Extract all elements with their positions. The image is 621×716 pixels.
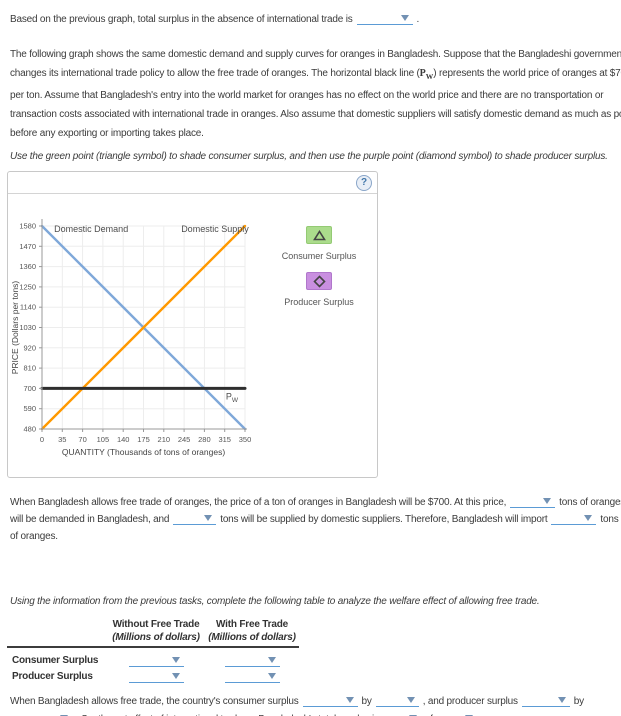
total-surplus-dropdown[interactable]	[356, 12, 413, 25]
welfare-table-header: Without Free Trade (Millions of dollars)…	[7, 618, 299, 644]
producer-surplus-point[interactable]	[306, 272, 332, 290]
net-effect-amount-dropdown[interactable]	[437, 712, 477, 716]
intro-line: per ton. Assume that Bangladesh's entry …	[10, 90, 604, 101]
quantity-supplied-dropdown[interactable]	[173, 512, 217, 525]
cs-with-trade-dropdown[interactable]	[224, 654, 280, 667]
import-quantity-dropdown[interactable]	[551, 512, 597, 525]
chart-legend: Consumer Surplus Producer Surplus	[274, 226, 364, 309]
intro-line: changes its international trade policy t…	[10, 68, 621, 81]
svg-text:0: 0	[40, 435, 44, 444]
net-effect-type-dropdown[interactable]	[391, 712, 421, 716]
svg-text:480: 480	[23, 425, 36, 434]
svg-text:210: 210	[158, 435, 171, 444]
producer-surplus-change-dropdown[interactable]	[521, 694, 570, 707]
intro-line: transaction costs associated with intern…	[10, 109, 621, 120]
intro-line: The following graph shows the same domes…	[10, 49, 621, 60]
svg-text:175: 175	[137, 435, 150, 444]
svg-text:70: 70	[78, 435, 86, 444]
dropdown-arrow-icon	[267, 656, 276, 663]
svg-text:315: 315	[218, 435, 231, 444]
svg-text:1140: 1140	[20, 303, 36, 312]
help-icon[interactable]: ?	[356, 175, 372, 191]
question-free-trade-quantities: When Bangladesh allows free trade of ora…	[10, 495, 621, 542]
price-quantity-chart[interactable]: 480 590 700 810 920 1030 1140 1250 1360 1470 1580 0…	[8, 194, 377, 477]
welfare-table: Without Free Trade (Millions of dollars)…	[7, 618, 299, 684]
consumer-surplus-amount-dropdown[interactable]	[375, 694, 419, 707]
svg-text:QUANTITY (Thousands of tons of: QUANTITY (Thousands of tons of oranges)	[62, 447, 225, 457]
svg-text:35: 35	[58, 435, 66, 444]
svg-text:140: 140	[117, 435, 130, 444]
cs-without-trade-dropdown[interactable]	[128, 654, 184, 667]
consumer-surplus-point[interactable]	[306, 226, 332, 244]
shading-instruction: Use the green point (triangle symbol) to…	[10, 151, 608, 162]
svg-text:Domestic Demand: Domestic Demand	[54, 224, 128, 234]
svg-text:1470: 1470	[19, 242, 36, 251]
consumer-surplus-label: Consumer Surplus	[281, 251, 357, 261]
ps-without-trade-dropdown[interactable]	[128, 670, 184, 683]
world-price-symbol: PW	[419, 68, 434, 81]
dropdown-arrow-icon	[345, 697, 354, 703]
welfare-table-body: Consumer Surplus Producer Surplus	[7, 646, 299, 684]
dropdown-arrow-icon	[400, 15, 409, 21]
svg-text:PRICE (Dollars per tons): PRICE (Dollars per tons)	[10, 281, 20, 375]
dropdown-arrow-icon	[406, 697, 415, 703]
producer-surplus-label: Producer Surplus	[284, 297, 354, 307]
dropdown-arrow-icon	[267, 672, 276, 679]
col-with-free-trade: With Free Trade (Millions of dollars)	[208, 619, 296, 643]
svg-text:245: 245	[178, 435, 191, 444]
svg-text:1250: 1250	[19, 282, 36, 291]
dropdown-arrow-icon	[204, 515, 213, 521]
svg-text:350: 350	[239, 435, 252, 444]
svg-text:PW: PW	[226, 391, 239, 404]
graph-panel: ? 480 590 700 810 920 1030 1140 1250 1360 1470 158…	[7, 171, 378, 478]
diamond-icon	[312, 274, 326, 288]
svg-text:1030: 1030	[19, 323, 36, 332]
graph-panel-header: ?	[8, 172, 377, 194]
svg-text:1580: 1580	[19, 222, 36, 231]
triangle-icon	[312, 229, 326, 240]
table-row: Producer Surplus	[7, 668, 299, 684]
svg-text:1360: 1360	[19, 262, 36, 271]
svg-text:105: 105	[97, 435, 110, 444]
dropdown-arrow-icon	[171, 672, 180, 679]
question-total-surplus-text: Based on the previous graph, total surpl…	[10, 14, 353, 25]
producer-surplus-amount-dropdown[interactable]	[24, 712, 72, 716]
svg-text:Domestic Supply: Domestic Supply	[181, 224, 249, 234]
question-welfare-effect: When Bangladesh allows free trade, the c…	[10, 693, 612, 716]
col-without-free-trade: Without Free Trade (Millions of dollars)	[112, 619, 200, 643]
quantity-demanded-dropdown[interactable]	[510, 495, 556, 508]
svg-text:280: 280	[198, 435, 211, 444]
consumer-surplus-change-dropdown[interactable]	[302, 694, 358, 707]
table-caption: Using the information from the previous …	[10, 596, 540, 607]
svg-text:590: 590	[23, 404, 36, 413]
svg-text:920: 920	[23, 343, 36, 352]
question-total-surplus: Based on the previous graph, total surpl…	[10, 12, 612, 28]
question-total-surplus-period: .	[416, 14, 420, 25]
intro-paragraph: The following graph shows the same domes…	[10, 45, 621, 143]
svg-text:810: 810	[23, 364, 36, 373]
dropdown-arrow-icon	[171, 656, 180, 663]
intro-line: before any exporting or importing takes …	[10, 128, 204, 139]
table-row: Consumer Surplus	[7, 652, 299, 668]
svg-text:700: 700	[23, 384, 36, 393]
ps-with-trade-dropdown[interactable]	[224, 670, 280, 683]
dropdown-arrow-icon	[584, 515, 593, 521]
dropdown-arrow-icon	[557, 697, 566, 703]
dropdown-arrow-icon	[543, 498, 552, 504]
